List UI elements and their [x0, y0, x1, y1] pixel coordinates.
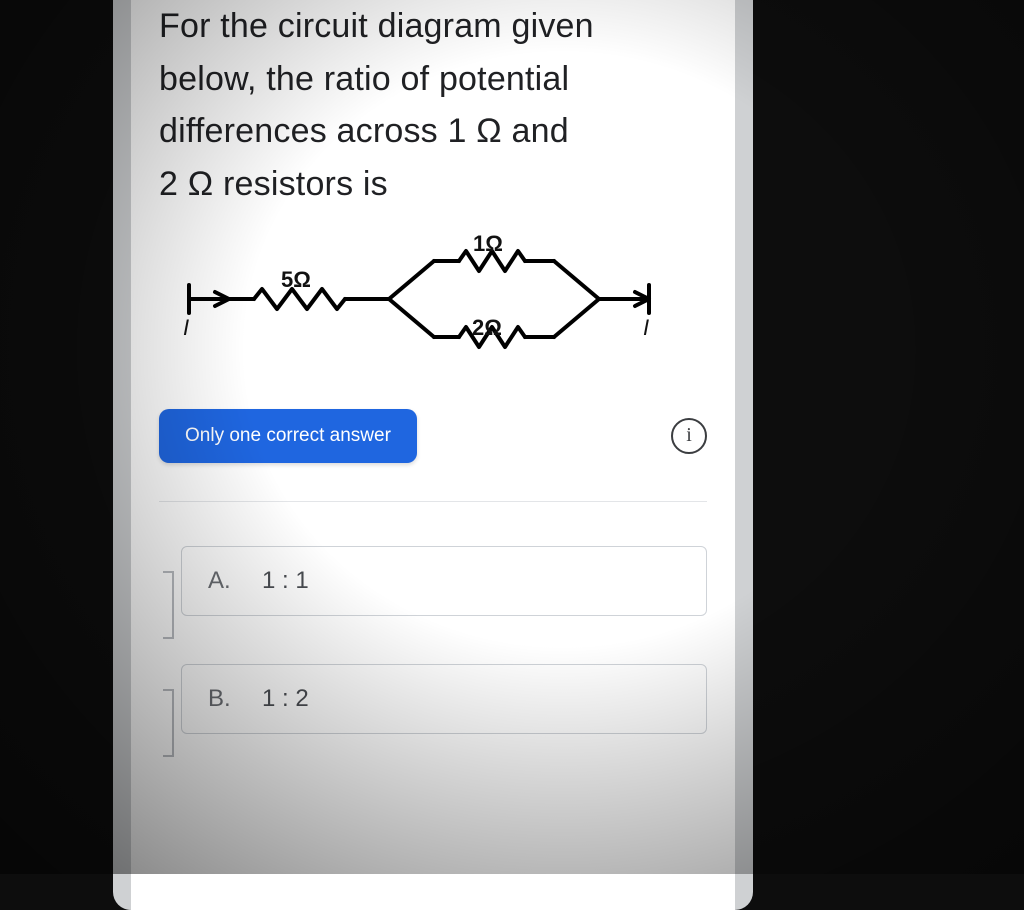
divider [159, 501, 707, 502]
option-text: 1 : 2 [262, 685, 309, 713]
question-line: For the circuit diagram given [159, 7, 594, 45]
question-line: 2 Ω resistors is [159, 165, 388, 203]
option-a[interactable]: A. 1 : 1 [181, 546, 707, 616]
answer-type-badge: Only one correct answer [159, 409, 417, 463]
option-key: A. [208, 567, 236, 595]
question-line: below, the ratio of potential [159, 60, 569, 98]
option-row: A. 1 : 1 [159, 546, 707, 664]
option-bracket-icon [159, 546, 181, 664]
circuit-svg [159, 229, 679, 379]
answer-options: A. 1 : 1 B. 1 : 2 [159, 546, 707, 782]
option-row: B. 1 : 2 [159, 664, 707, 782]
badge-row: Only one correct answer i [159, 409, 707, 463]
label-5ohm: 5Ω [281, 267, 311, 293]
option-b[interactable]: B. 1 : 2 [181, 664, 707, 734]
circuit-diagram: 5Ω 1Ω 2Ω I I [159, 229, 679, 379]
label-current-out: I [643, 315, 649, 341]
label-current-in: I [183, 315, 189, 341]
question-line: differences across 1 Ω and [159, 112, 569, 150]
question-text: For the circuit diagram given below, the… [159, 0, 707, 211]
info-icon[interactable]: i [671, 418, 707, 454]
option-bracket-icon [159, 664, 181, 782]
screen: For the circuit diagram given below, the… [131, 0, 735, 910]
content: For the circuit diagram given below, the… [131, 0, 735, 782]
label-1ohm: 1Ω [473, 231, 503, 257]
option-key: B. [208, 685, 236, 713]
label-2ohm: 2Ω [472, 315, 502, 341]
option-text: 1 : 1 [262, 567, 309, 595]
phone-frame: For the circuit diagram given below, the… [113, 0, 753, 910]
